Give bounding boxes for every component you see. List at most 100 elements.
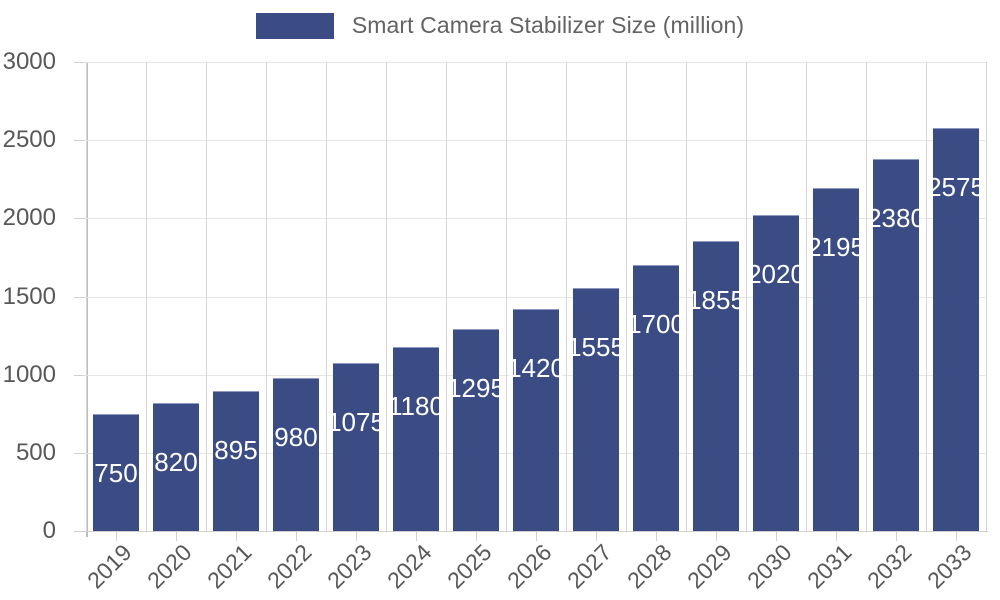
- x-axis-tick-mark: [896, 531, 897, 541]
- bar[interactable]: 2380: [867, 158, 925, 531]
- gridline: [76, 62, 986, 63]
- bar[interactable]: 1295: [447, 328, 505, 531]
- bar-top-edge: [872, 158, 920, 160]
- bar[interactable]: 2575: [927, 128, 985, 531]
- bar[interactable]: 820: [152, 402, 200, 531]
- x-axis-tick-mark: [536, 531, 537, 541]
- category-gridline: [206, 62, 207, 531]
- x-axis-tick-label: 2028: [621, 539, 677, 594]
- y-axis-tick-label: 500: [15, 438, 56, 466]
- bar[interactable]: 1075: [327, 362, 385, 531]
- x-axis-tick-mark: [836, 531, 837, 541]
- x-axis-tick-mark: [176, 531, 177, 541]
- x-axis-tick-mark: [776, 531, 777, 541]
- x-axis-tick-mark: [596, 531, 597, 541]
- bar-top-edge: [572, 287, 620, 289]
- bar-top-edge: [752, 215, 800, 217]
- y-axis-tick-mark: [74, 62, 84, 63]
- bar-top-edge: [272, 377, 320, 379]
- bar-value-label: 2575: [927, 172, 985, 203]
- x-axis-tick-mark: [236, 531, 237, 541]
- x-axis-tick-mark: [296, 531, 297, 541]
- category-gridline: [986, 62, 987, 531]
- category-gridline: [866, 62, 867, 531]
- bar-top-edge: [212, 391, 260, 393]
- y-axis-tick-label: 1500: [2, 282, 56, 310]
- bar-value-label: 2380: [867, 202, 925, 233]
- x-axis-tick-label: 2023: [321, 539, 377, 594]
- y-axis-tick-label: 3000: [2, 48, 56, 75]
- category-gridline: [326, 62, 327, 531]
- x-axis-tick-label: 2026: [501, 539, 557, 594]
- x-axis-tick-mark: [476, 531, 477, 541]
- bar[interactable]: 1700: [627, 265, 685, 531]
- y-axis-tick-mark: [74, 531, 84, 532]
- category-gridline: [806, 62, 807, 531]
- category-gridline: [146, 62, 147, 531]
- gridline: [76, 296, 986, 298]
- x-axis-tick-label: 2031: [801, 539, 857, 594]
- bar-value-label: 820: [154, 446, 198, 477]
- chart-legend: Smart Camera Stabilizer Size (million): [0, 12, 1000, 39]
- y-axis-tick-mark: [74, 374, 84, 376]
- bar-top-edge: [452, 328, 500, 330]
- y-axis-tick-mark: [74, 452, 84, 454]
- plot-area: 0 500 1000 1500 2000 2500 3000 750 820 895 980 107…: [3, 48, 988, 594]
- bar[interactable]: 980: [272, 377, 320, 531]
- y-axis-tick-mark: [74, 140, 84, 142]
- x-axis-tick-mark: [716, 531, 717, 541]
- x-axis-tick-label: 2030: [741, 539, 797, 594]
- x-axis-tick-label: 2033: [921, 539, 977, 594]
- x-axis-tick-label: 2021: [201, 539, 257, 594]
- bar[interactable]: 1180: [388, 346, 444, 531]
- y-axis-tick-label: 2500: [2, 126, 56, 154]
- bar-value-label: 2020: [747, 259, 805, 290]
- y-axis-tick-mark: [74, 296, 84, 298]
- x-axis-tick-mark: [656, 531, 657, 541]
- bar-value-label: 895: [214, 435, 258, 466]
- category-gridline: [506, 62, 507, 531]
- bar-value-label: 1855: [687, 285, 745, 316]
- bar[interactable]: 895: [212, 391, 260, 531]
- bar-top-edge: [332, 362, 380, 364]
- category-gridline: [926, 62, 927, 531]
- x-axis-tick-mark: [416, 531, 417, 541]
- bar-value-label: 980: [274, 421, 318, 452]
- bar-top-edge: [932, 128, 980, 130]
- x-axis-tick-mark: [956, 531, 957, 541]
- bar-value-label: 1420: [507, 353, 565, 384]
- y-axis-tick-label: 0: [42, 517, 56, 544]
- bar[interactable]: 1555: [567, 287, 625, 531]
- category-gridline: [86, 62, 87, 531]
- x-axis-tick-label: 2025: [441, 539, 497, 594]
- legend-color-swatch: [255, 12, 334, 39]
- bar[interactable]: 1855: [687, 241, 745, 531]
- category-gridline: [446, 62, 447, 531]
- category-gridline: [566, 62, 567, 531]
- category-gridline: [266, 62, 267, 531]
- x-axis-tick-label: 2019: [81, 539, 137, 594]
- y-axis-tick-label: 1000: [2, 360, 56, 388]
- bar-value-label: 750: [94, 457, 138, 488]
- bar-top-edge: [692, 241, 740, 243]
- bar-value-label: 1180: [388, 390, 444, 421]
- x-axis-tick-label: 2024: [381, 539, 437, 594]
- bar-value-label: 2195: [807, 231, 865, 262]
- x-axis-baseline: [76, 531, 988, 532]
- bar[interactable]: 2020: [747, 215, 805, 531]
- x-axis-tick-label: 2032: [861, 539, 917, 594]
- gridline: [76, 140, 986, 142]
- category-gridline: [686, 62, 687, 531]
- bar[interactable]: 1420: [507, 309, 565, 531]
- bar[interactable]: 750: [92, 413, 140, 531]
- legend-label: Smart Camera Stabilizer Size (million): [351, 12, 745, 38]
- x-axis-tick-label: 2029: [681, 539, 737, 594]
- y-axis-tick-mark: [74, 218, 84, 220]
- bar[interactable]: 2195: [807, 187, 865, 531]
- x-axis-tick-label: 2020: [141, 539, 197, 594]
- x-axis-tick-label: 2022: [261, 539, 317, 594]
- bar-top-edge: [92, 413, 140, 415]
- bar-top-edge: [812, 187, 860, 189]
- gridline: [76, 218, 986, 220]
